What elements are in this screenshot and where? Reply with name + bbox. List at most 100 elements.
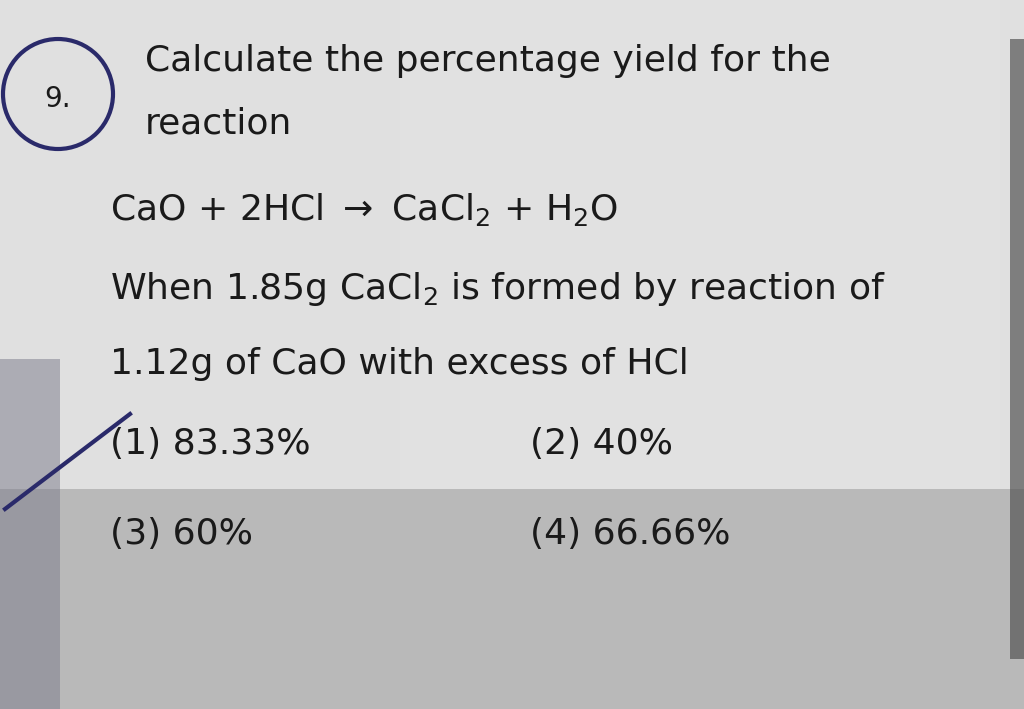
Bar: [0, 489, 1024, 709]
Bar: [610, 0, 613, 709]
Bar: [0, 359, 60, 709]
Bar: [460, 0, 463, 709]
Bar: [955, 0, 958, 709]
Bar: [475, 0, 478, 709]
Bar: [907, 0, 910, 709]
Bar: [994, 0, 997, 709]
Bar: [631, 0, 634, 709]
Bar: [688, 0, 691, 709]
Bar: [535, 0, 538, 709]
Bar: [487, 0, 490, 709]
Bar: [662, 0, 664, 709]
Bar: [967, 0, 970, 709]
Bar: [730, 0, 733, 709]
Bar: [604, 0, 607, 709]
Bar: [874, 0, 877, 709]
Bar: [562, 0, 565, 709]
Bar: [742, 0, 745, 709]
Bar: [820, 0, 823, 709]
Bar: [511, 0, 514, 709]
Bar: [871, 0, 874, 709]
Bar: [745, 0, 748, 709]
Bar: [904, 0, 907, 709]
Bar: [997, 0, 1000, 709]
Bar: [766, 0, 769, 709]
Bar: [718, 0, 721, 709]
Bar: [439, 0, 442, 709]
Bar: [883, 0, 886, 709]
Bar: [577, 0, 580, 709]
Bar: [424, 0, 427, 709]
Bar: [961, 0, 964, 709]
Bar: [652, 0, 655, 709]
Bar: [445, 0, 449, 709]
Bar: [499, 0, 502, 709]
Bar: [886, 0, 889, 709]
Bar: [724, 0, 727, 709]
Bar: [901, 0, 904, 709]
Bar: [502, 0, 505, 709]
Bar: [679, 0, 682, 709]
Bar: [913, 0, 916, 709]
Text: Calculate the percentage yield for the: Calculate the percentage yield for the: [145, 44, 830, 78]
Bar: [571, 0, 574, 709]
Bar: [916, 0, 919, 709]
Bar: [598, 0, 601, 709]
Bar: [799, 0, 802, 709]
Bar: [673, 0, 676, 709]
Bar: [559, 0, 562, 709]
Bar: [565, 0, 568, 709]
Bar: [505, 0, 508, 709]
Bar: [982, 0, 985, 709]
Bar: [517, 0, 520, 709]
Bar: [877, 0, 880, 709]
Bar: [925, 0, 928, 709]
Bar: [772, 0, 775, 709]
Bar: [469, 0, 472, 709]
Bar: [715, 0, 718, 709]
Bar: [622, 0, 625, 709]
Bar: [406, 0, 409, 709]
Bar: [547, 0, 550, 709]
Bar: [988, 0, 991, 709]
Bar: [646, 0, 649, 709]
Bar: [709, 0, 712, 709]
Bar: [583, 0, 586, 709]
Bar: [400, 0, 403, 709]
Text: (2) 40%: (2) 40%: [530, 427, 673, 461]
Bar: [637, 0, 640, 709]
Bar: [919, 0, 922, 709]
Bar: [685, 0, 688, 709]
Bar: [618, 0, 622, 709]
Bar: [403, 0, 406, 709]
Bar: [841, 0, 844, 709]
Bar: [472, 0, 475, 709]
Bar: [831, 0, 835, 709]
Bar: [964, 0, 967, 709]
Bar: [484, 0, 487, 709]
Bar: [823, 0, 826, 709]
Text: reaction: reaction: [145, 107, 293, 141]
Bar: [790, 0, 793, 709]
Bar: [496, 0, 499, 709]
Bar: [595, 0, 598, 709]
Bar: [514, 0, 517, 709]
Bar: [430, 0, 433, 709]
Bar: [811, 0, 814, 709]
Bar: [451, 0, 454, 709]
Bar: [733, 0, 736, 709]
Bar: [658, 0, 662, 709]
Bar: [427, 0, 430, 709]
Bar: [421, 0, 424, 709]
Bar: [607, 0, 610, 709]
Bar: [541, 0, 544, 709]
Bar: [628, 0, 631, 709]
Bar: [544, 0, 547, 709]
Text: (4) 66.66%: (4) 66.66%: [530, 517, 730, 551]
Bar: [808, 0, 811, 709]
Bar: [676, 0, 679, 709]
Bar: [529, 0, 532, 709]
Bar: [449, 0, 451, 709]
Bar: [442, 0, 445, 709]
Bar: [601, 0, 604, 709]
